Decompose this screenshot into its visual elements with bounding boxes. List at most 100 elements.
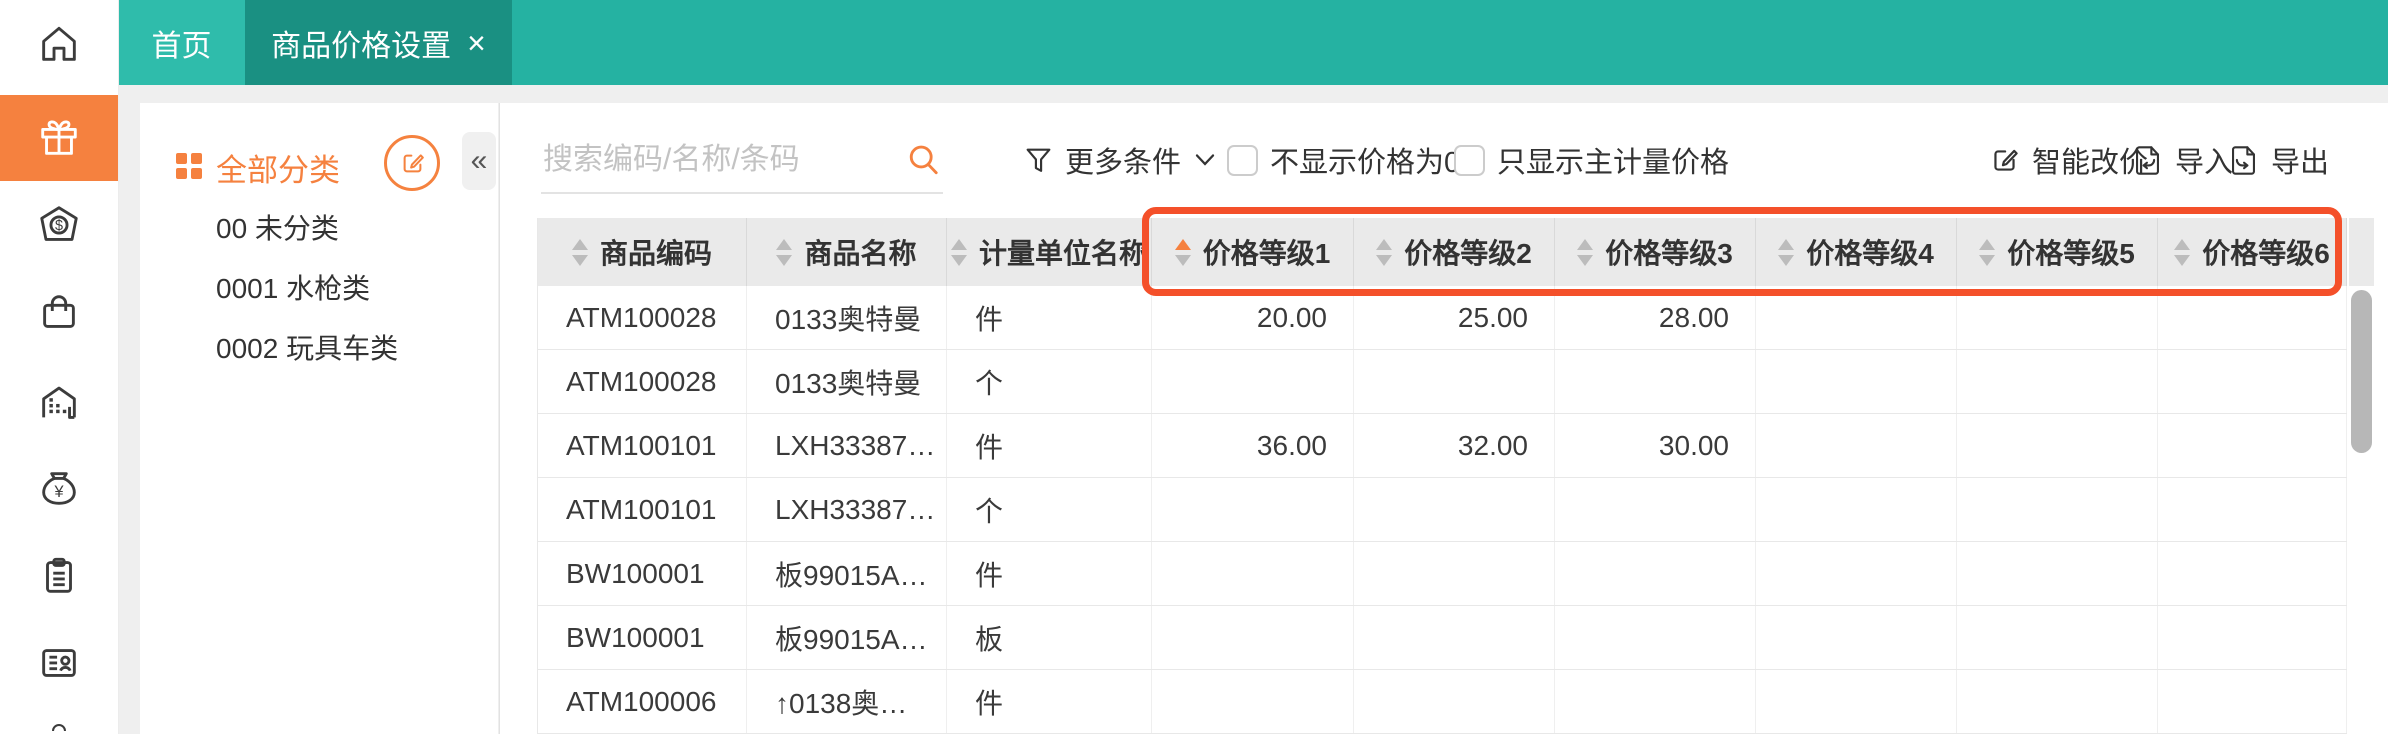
cell-text: 个	[947, 350, 1152, 413]
collapse-panel-button[interactable]: «	[462, 132, 496, 190]
hide-zero-price-checkbox[interactable]	[1227, 144, 1258, 176]
cell-price[interactable]	[1152, 478, 1354, 541]
column-header[interactable]: 价格等级2	[1354, 218, 1555, 286]
cell-price[interactable]	[1152, 670, 1354, 733]
cell-price[interactable]: 30.00	[1555, 414, 1756, 477]
cell-price[interactable]	[1555, 606, 1756, 669]
more-filters-button[interactable]: 更多条件	[1024, 128, 1217, 192]
sidebar-item-sales[interactable]: $	[0, 182, 118, 268]
cell-price[interactable]	[1957, 606, 2158, 669]
cell-price[interactable]	[1756, 350, 1957, 413]
cell-price[interactable]	[2158, 542, 2347, 605]
column-header[interactable]: 价格等级5	[1957, 218, 2158, 286]
sidebar-item-contacts[interactable]	[0, 619, 118, 705]
sort-arrows-icon[interactable]	[1577, 238, 1594, 266]
cell-price[interactable]	[1756, 286, 1957, 349]
cell-price[interactable]	[1756, 542, 1957, 605]
cell-price[interactable]	[1957, 670, 2158, 733]
cell-price[interactable]: 36.00	[1152, 414, 1354, 477]
tab-home-label: 首页	[151, 29, 212, 63]
tab-product-price-settings[interactable]: 商品价格设置 ×	[245, 0, 512, 85]
cell-price[interactable]	[2158, 606, 2347, 669]
cell-price[interactable]: 32.00	[1354, 414, 1555, 477]
column-header[interactable]: 价格等级3	[1555, 218, 1756, 286]
category-item[interactable]: 0002 玩具车类	[216, 333, 399, 364]
close-icon[interactable]: ×	[467, 24, 486, 61]
table-row[interactable]: ATM100101 LXH33387… 个	[538, 478, 2347, 542]
cell-price[interactable]	[1152, 606, 1354, 669]
cell-price[interactable]	[1756, 606, 1957, 669]
cell-price[interactable]: 25.00	[1354, 286, 1555, 349]
cell-price[interactable]	[2158, 350, 2347, 413]
sort-arrows-icon[interactable]	[1376, 238, 1393, 266]
sidebar-item-more[interactable]	[0, 714, 118, 734]
column-header[interactable]: 商品名称	[747, 218, 947, 286]
cell-price[interactable]	[1957, 542, 2158, 605]
cell-price[interactable]	[2158, 670, 2347, 733]
all-categories-title[interactable]: 全部分类	[216, 153, 340, 188]
category-item[interactable]: 00 未分类	[216, 213, 339, 244]
cell-price[interactable]	[2158, 478, 2347, 541]
column-header[interactable]: 商品编码	[538, 218, 747, 286]
sidebar-item-finance[interactable]: ¥	[0, 445, 118, 531]
sidebar-item-goods[interactable]	[0, 95, 118, 181]
sort-arrows-icon[interactable]	[2174, 238, 2191, 266]
cell-price[interactable]	[1354, 542, 1555, 605]
category-item[interactable]: 0001 水枪类	[216, 273, 371, 304]
table-row[interactable]: ATM100028 0133奥特曼个	[538, 350, 2347, 414]
sort-arrows-icon[interactable]	[776, 238, 793, 266]
cell-price[interactable]	[2158, 286, 2347, 349]
edit-categories-button[interactable]	[384, 135, 440, 191]
cell-price[interactable]: 20.00	[1152, 286, 1354, 349]
cell-price[interactable]	[1152, 542, 1354, 605]
cell-price[interactable]	[1555, 478, 1756, 541]
table-row[interactable]: ATM100006 ↑0138奥… 件	[538, 670, 2347, 734]
tab-home[interactable]: 首页	[118, 0, 245, 85]
sidebar-item-orders[interactable]	[0, 533, 118, 619]
cell-price[interactable]	[1555, 350, 1756, 413]
smart-reprice-button[interactable]: 智能改价	[1989, 128, 2148, 192]
cell-price[interactable]	[2158, 414, 2347, 477]
cell-price[interactable]	[1354, 350, 1555, 413]
sidebar-item-home[interactable]	[0, 0, 118, 88]
import-button[interactable]: 导入	[2132, 128, 2233, 192]
cell-price[interactable]	[1354, 478, 1555, 541]
table-row[interactable]: BW100001 板99015A… 件	[538, 542, 2347, 606]
cell-price[interactable]	[1555, 542, 1756, 605]
chevron-down-icon	[1193, 152, 1217, 168]
cell-price[interactable]	[1957, 414, 2158, 477]
cell-price[interactable]	[1756, 414, 1957, 477]
sort-arrows-icon[interactable]	[571, 238, 588, 266]
table-row[interactable]: ATM100101 LXH33387… 件 36.00 32.00 30.00	[538, 414, 2347, 478]
cell-price[interactable]	[1957, 478, 2158, 541]
sidebar-item-warehouse[interactable]	[0, 360, 118, 446]
sort-arrows-icon[interactable]	[1979, 238, 1996, 266]
sort-arrows-icon[interactable]	[950, 238, 967, 266]
cell-price[interactable]: 28.00	[1555, 286, 1756, 349]
search-input[interactable]	[541, 142, 897, 178]
sort-arrows-icon[interactable]	[1174, 238, 1191, 266]
column-label: 价格等级6	[2202, 238, 2330, 269]
search-icon[interactable]	[905, 142, 941, 178]
only-main-unit-checkbox[interactable]	[1454, 144, 1485, 176]
cell-price[interactable]	[1555, 670, 1756, 733]
column-header[interactable]: 价格等级1	[1152, 218, 1354, 286]
import-label: 导入	[2175, 147, 2234, 179]
sidebar-item-purchase[interactable]	[0, 269, 118, 355]
export-icon	[2228, 144, 2259, 177]
column-header[interactable]: 价格等级6	[2158, 218, 2347, 286]
cell-price[interactable]	[1756, 670, 1957, 733]
cell-price[interactable]	[1957, 350, 2158, 413]
table-row[interactable]: BW100001 板99015A… 板	[538, 606, 2347, 670]
cell-price[interactable]	[1354, 606, 1555, 669]
cell-price[interactable]	[1756, 478, 1957, 541]
cell-price[interactable]	[1354, 670, 1555, 733]
export-button[interactable]: 导出	[2228, 128, 2329, 192]
column-header[interactable]: 价格等级4	[1756, 218, 1957, 286]
sort-arrows-icon[interactable]	[1778, 238, 1795, 266]
vertical-scrollbar[interactable]	[2351, 290, 2372, 453]
table-row[interactable]: ATM100028 0133奥特曼件 20.00 25.00 28.00	[538, 286, 2347, 350]
column-header[interactable]: 计量单位名称	[947, 218, 1152, 286]
cell-price[interactable]	[1957, 286, 2158, 349]
cell-price[interactable]	[1152, 350, 1354, 413]
